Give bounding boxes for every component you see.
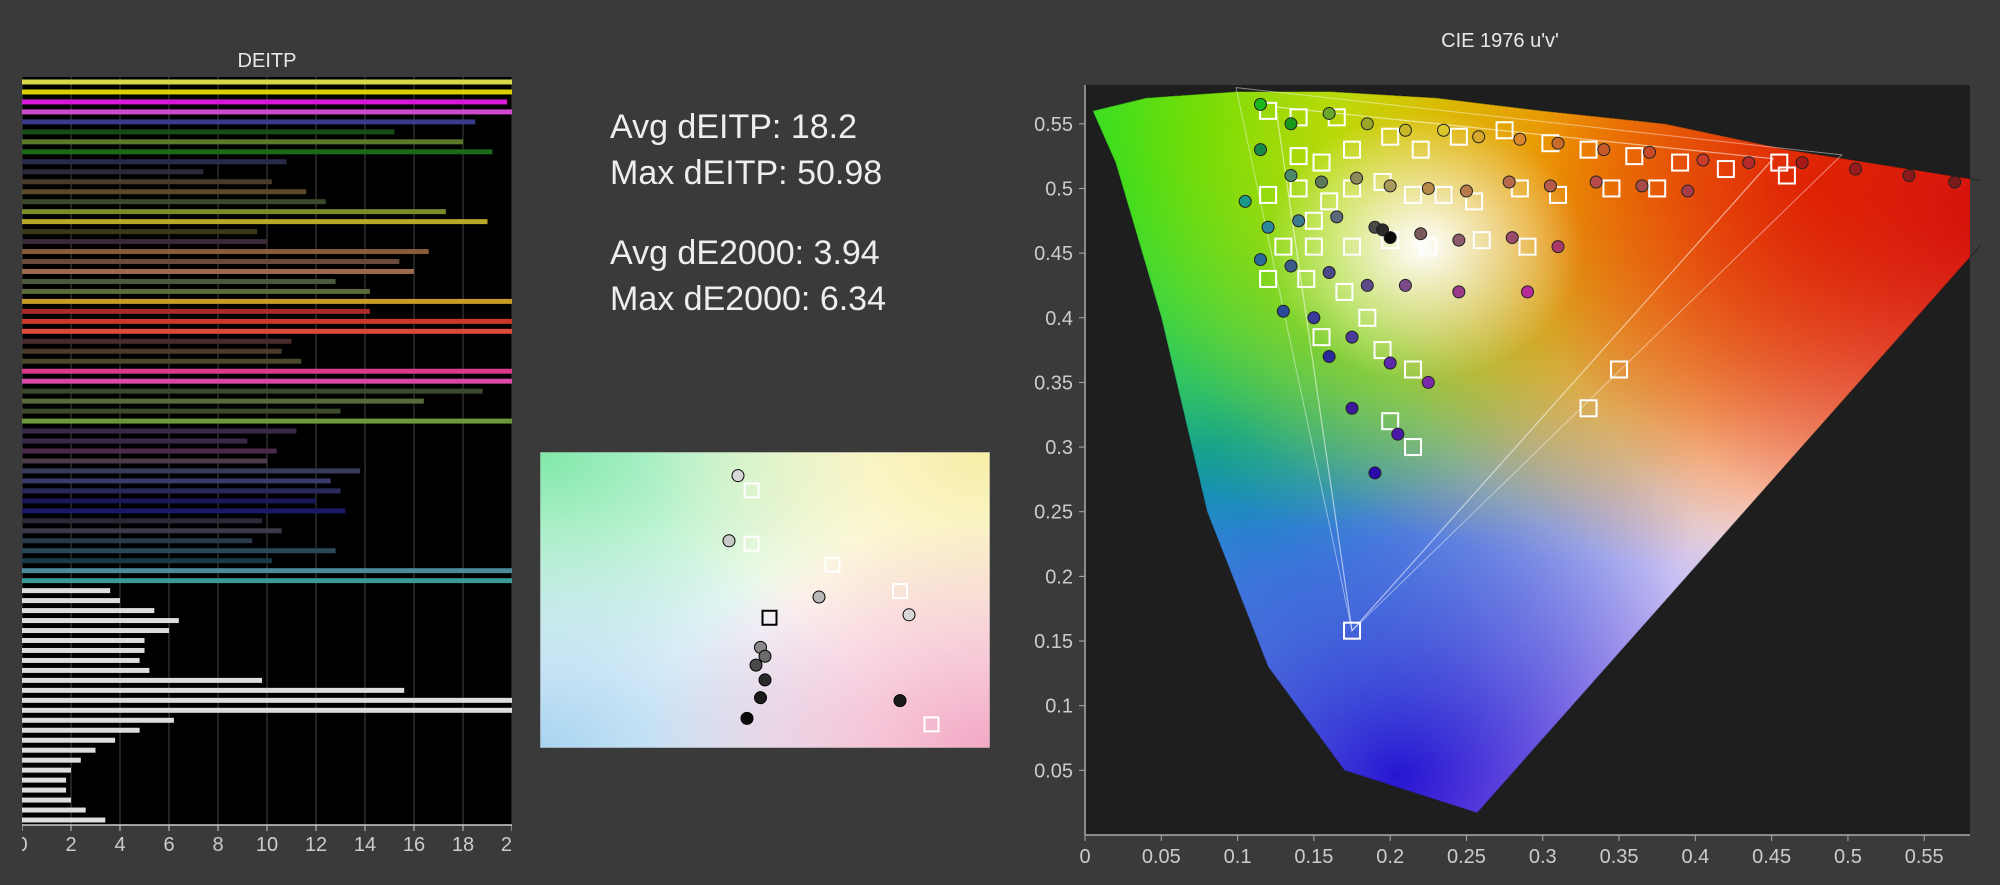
svg-text:0.15: 0.15 <box>1294 846 1333 868</box>
svg-text:0.35: 0.35 <box>1600 846 1639 868</box>
svg-text:0.45: 0.45 <box>1752 846 1791 868</box>
mini-chart <box>540 452 990 748</box>
max-de2000-label: Max dE2000: <box>610 280 810 318</box>
svg-text:20: 20 <box>501 834 512 856</box>
deitp-title: DEITP <box>22 50 512 73</box>
avg-de2000-value: 3.94 <box>814 234 880 272</box>
avg-deitp-value: 18.2 <box>791 108 857 146</box>
svg-text:0.2: 0.2 <box>1376 846 1404 868</box>
svg-text:0.05: 0.05 <box>1142 846 1181 868</box>
deitp-plot: 0 2 4 6 8 10 12 14 16 18 20 <box>22 73 512 863</box>
avg-deitp-label: Avg dEITP: <box>610 108 781 146</box>
svg-text:0.2: 0.2 <box>1045 566 1073 588</box>
svg-text:2: 2 <box>65 834 76 856</box>
svg-text:4: 4 <box>114 834 125 856</box>
svg-text:0.5: 0.5 <box>1834 846 1862 868</box>
svg-text:12: 12 <box>305 834 327 856</box>
svg-text:0.1: 0.1 <box>1045 696 1073 718</box>
svg-text:0.25: 0.25 <box>1034 502 1073 524</box>
svg-text:18: 18 <box>452 834 474 856</box>
svg-text:0.3: 0.3 <box>1045 437 1073 459</box>
cie-plot: 0 0.05 0.1 0.15 0.2 0.25 0.3 0.35 0.4 0.45 0.5 0.55… <box>1020 53 1980 875</box>
cie-title: CIE 1976 u'v' <box>1020 30 1980 53</box>
max-deitp-label: Max dEITP: <box>610 154 788 192</box>
svg-text:0.4: 0.4 <box>1681 846 1709 868</box>
svg-text:0: 0 <box>22 834 28 856</box>
avg-de2000-label: Avg dE2000: <box>610 234 804 272</box>
svg-text:0.45: 0.45 <box>1034 243 1073 265</box>
svg-text:0.05: 0.05 <box>1034 760 1073 782</box>
svg-text:0.55: 0.55 <box>1905 846 1944 868</box>
svg-text:8: 8 <box>212 834 223 856</box>
svg-text:0.5: 0.5 <box>1045 178 1073 200</box>
svg-text:0: 0 <box>1079 846 1090 868</box>
svg-text:0.35: 0.35 <box>1034 372 1073 394</box>
max-de2000-row: Max dE2000: 6.34 <box>610 277 886 323</box>
svg-text:0.1: 0.1 <box>1224 846 1252 868</box>
cie-chart: CIE 1976 u'v' 0 0.05 0.1 0.15 0.2 0.25 0.3 0.35… <box>1020 30 1980 875</box>
deitp-chart: DEITP 0 2 4 6 8 10 12 14 16 18 20 <box>22 50 512 863</box>
stats-block: Avg dEITP: 18.2 Max dEITP: 50.98 Avg dE2… <box>610 105 886 323</box>
svg-text:10: 10 <box>256 834 278 856</box>
svg-text:0.55: 0.55 <box>1034 114 1073 136</box>
svg-text:0.25: 0.25 <box>1447 846 1486 868</box>
max-deitp-value: 50.98 <box>797 154 882 192</box>
svg-text:0.3: 0.3 <box>1529 846 1557 868</box>
avg-deitp-row: Avg dEITP: 18.2 <box>610 105 886 151</box>
svg-text:0.4: 0.4 <box>1045 308 1073 330</box>
max-deitp-row: Max dEITP: 50.98 <box>610 151 886 197</box>
svg-text:14: 14 <box>354 834 376 856</box>
svg-text:0.15: 0.15 <box>1034 631 1073 653</box>
svg-text:16: 16 <box>403 834 425 856</box>
avg-de2000-row: Avg dE2000: 3.94 <box>610 231 886 277</box>
svg-text:6: 6 <box>163 834 174 856</box>
max-de2000-value: 6.34 <box>820 280 886 318</box>
